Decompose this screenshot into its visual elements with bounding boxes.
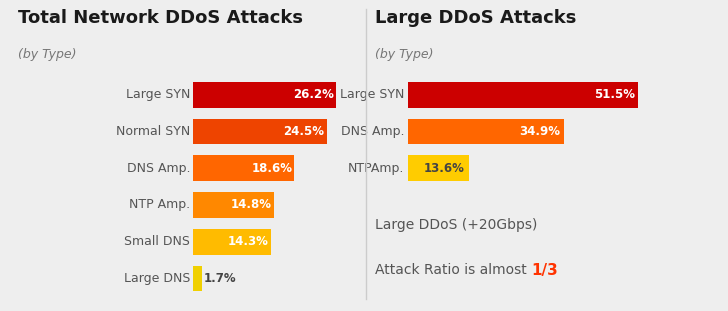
Text: Large DDoS (+20Gbps): Large DDoS (+20Gbps) (375, 218, 537, 232)
Bar (193, 119, 327, 144)
Text: 14.3%: 14.3% (228, 235, 269, 248)
Text: 51.5%: 51.5% (594, 88, 635, 101)
Bar (193, 82, 336, 108)
Text: Small DNS: Small DNS (124, 235, 190, 248)
Text: DNS Amp.: DNS Amp. (341, 125, 404, 138)
Text: 1/3: 1/3 (531, 263, 558, 278)
Text: (by Type): (by Type) (375, 48, 433, 61)
Bar (193, 156, 294, 181)
Text: Normal SYN: Normal SYN (116, 125, 190, 138)
Bar (193, 266, 202, 291)
Text: Large DNS: Large DNS (124, 272, 190, 285)
Bar (193, 229, 271, 254)
Text: 14.8%: 14.8% (231, 198, 272, 211)
Text: 1.7%: 1.7% (204, 272, 237, 285)
Text: Total Network DDoS Attacks: Total Network DDoS Attacks (18, 9, 303, 27)
Text: Attack Ratio is almost: Attack Ratio is almost (375, 263, 531, 277)
Bar (408, 82, 638, 108)
Text: 18.6%: 18.6% (251, 162, 293, 175)
Text: Large SYN: Large SYN (340, 88, 404, 101)
Text: 24.5%: 24.5% (283, 125, 325, 138)
Text: Large DDoS Attacks: Large DDoS Attacks (375, 9, 577, 27)
Text: 13.6%: 13.6% (424, 162, 465, 175)
Text: (by Type): (by Type) (18, 48, 76, 61)
Text: 26.2%: 26.2% (293, 88, 334, 101)
Bar (408, 156, 469, 181)
Text: DNS Amp.: DNS Amp. (127, 162, 190, 175)
Bar (193, 192, 274, 218)
Text: Large SYN: Large SYN (126, 88, 190, 101)
Text: 34.9%: 34.9% (520, 125, 561, 138)
Text: NTPAmp.: NTPAmp. (348, 162, 404, 175)
Text: NTP Amp.: NTP Amp. (129, 198, 190, 211)
Bar (408, 119, 564, 144)
